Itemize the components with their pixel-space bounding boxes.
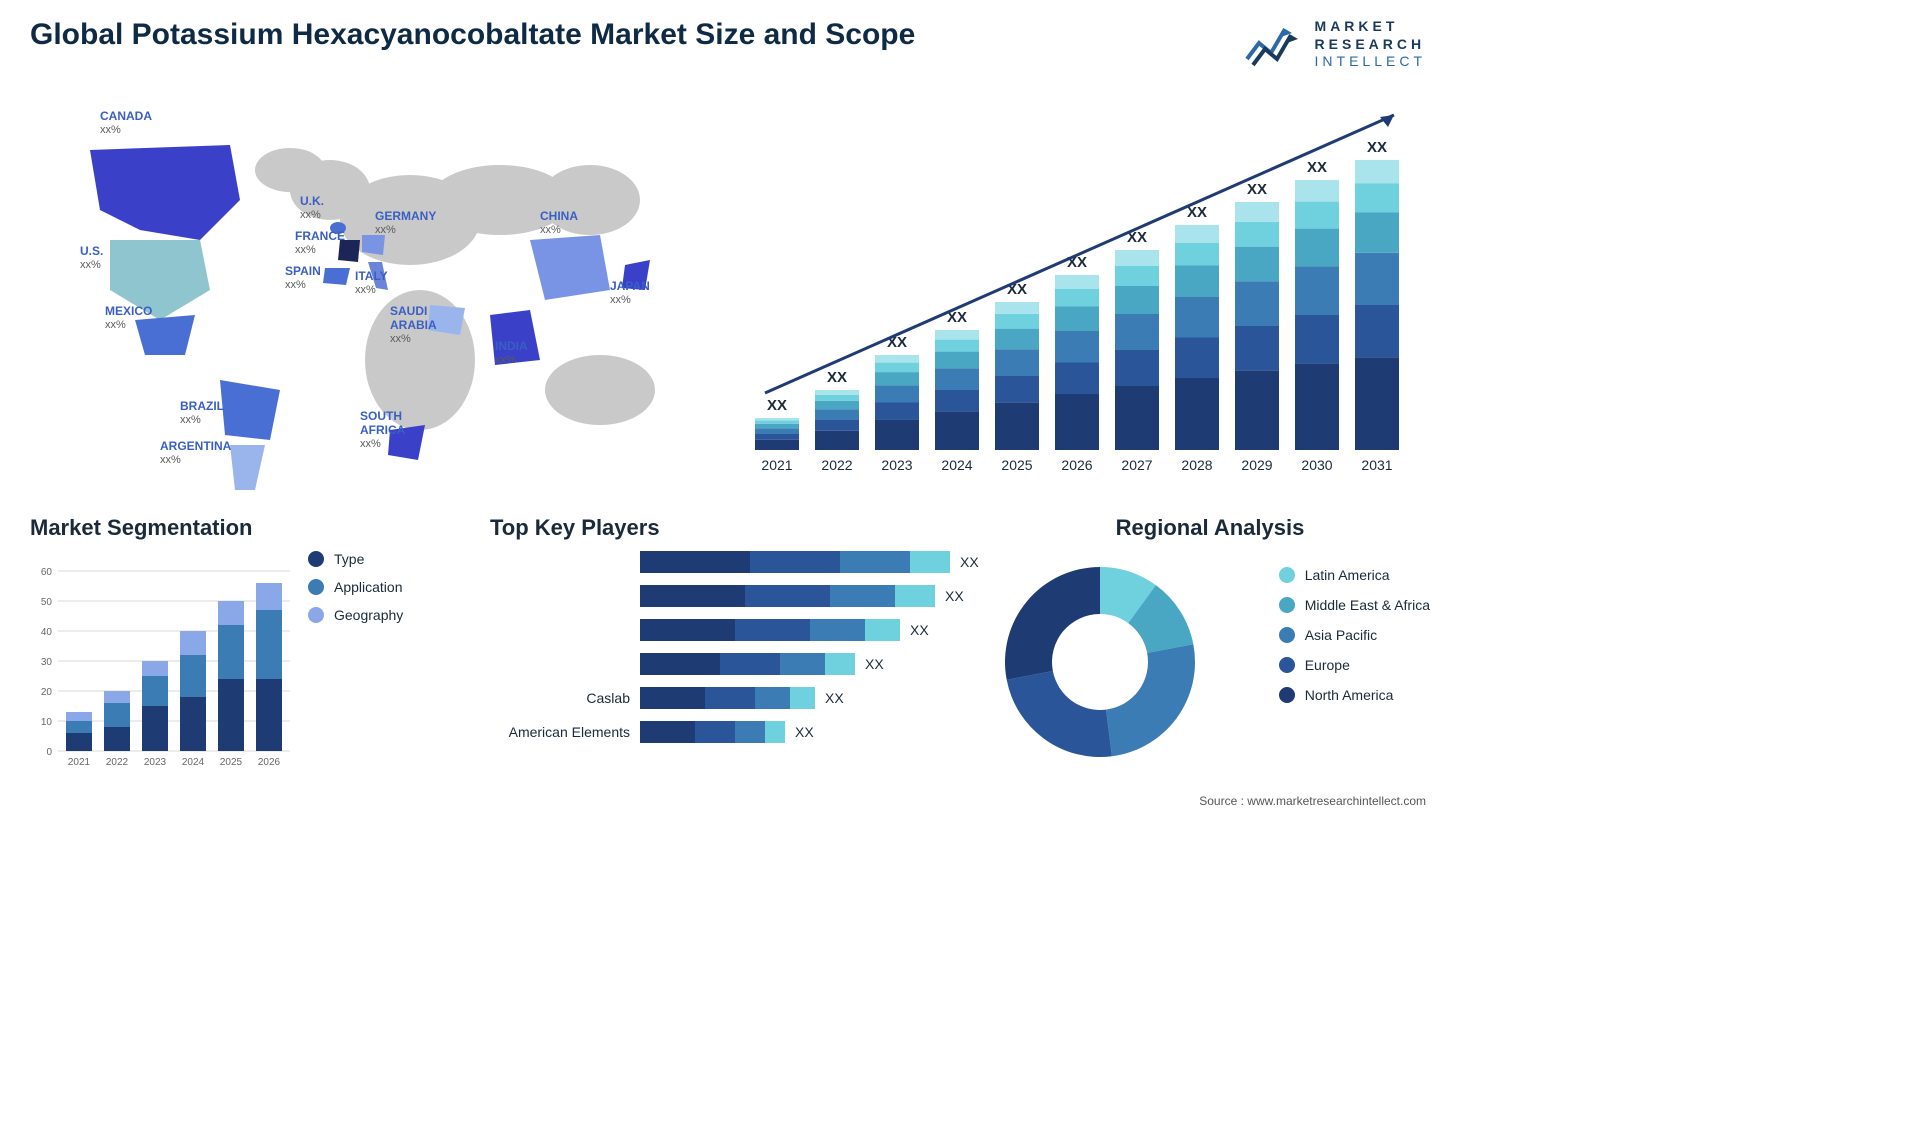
- legend-item: Middle East & Africa: [1279, 597, 1430, 613]
- svg-text:2022: 2022: [106, 757, 129, 768]
- segmentation-legend: Type Application Geography: [308, 551, 403, 771]
- svg-text:0: 0: [46, 747, 52, 758]
- map-label: U.K.xx%: [300, 195, 324, 221]
- logo: MARKET RESEARCH INTELLECT: [1245, 18, 1426, 71]
- source-text: Source : www.marketresearchintellect.com: [1199, 794, 1426, 808]
- svg-text:2026: 2026: [258, 757, 281, 768]
- map-label: U.S.xx%: [80, 245, 103, 271]
- country-germany: [362, 235, 385, 255]
- map-label: FRANCExx%: [295, 230, 345, 256]
- svg-text:XX: XX: [827, 369, 847, 386]
- svg-text:2029: 2029: [1241, 457, 1272, 473]
- svg-text:XX: XX: [1307, 159, 1327, 176]
- country-china: [530, 235, 610, 300]
- key-players-section: Top Key Players XX XX XX XX CaslabXX American…: [490, 515, 970, 785]
- legend-item: Geography: [308, 607, 403, 623]
- map-label: GERMANYxx%: [375, 210, 436, 236]
- country-spain: [323, 268, 350, 285]
- country-brazil: [220, 380, 280, 440]
- svg-text:XX: XX: [767, 397, 787, 414]
- map-label: CHINAxx%: [540, 210, 578, 236]
- svg-text:2025: 2025: [1001, 457, 1032, 473]
- key-player-row: XX: [490, 653, 970, 675]
- map-label: JAPANxx%: [610, 280, 650, 306]
- legend-item: Europe: [1279, 657, 1430, 673]
- key-player-row: XX: [490, 585, 970, 607]
- growth-chart: XX2021XX2022XX2023XX2024XX2025XX2026XX20…: [745, 90, 1425, 490]
- key-player-row: CaslabXX: [490, 687, 970, 709]
- regional-legend: Latin America Middle East & Africa Asia Pa…: [1279, 567, 1430, 703]
- svg-text:10: 10: [41, 717, 53, 728]
- svg-text:2021: 2021: [761, 457, 792, 473]
- svg-text:2021: 2021: [68, 757, 91, 768]
- regional-section: Regional Analysis Latin America Middle Ea…: [990, 515, 1430, 785]
- segmentation-title: Market Segmentation: [30, 515, 470, 541]
- legend-item: North America: [1279, 687, 1430, 703]
- legend-item: Asia Pacific: [1279, 627, 1430, 643]
- logo-icon: [1245, 19, 1305, 69]
- svg-text:50: 50: [41, 597, 53, 608]
- key-players-chart: XX XX XX XX CaslabXX American ElementsXX: [490, 551, 970, 743]
- svg-text:2031: 2031: [1361, 457, 1392, 473]
- legend-item: Latin America: [1279, 567, 1430, 583]
- map-label: ITALYxx%: [355, 270, 388, 296]
- map-label: MEXICOxx%: [105, 305, 152, 331]
- svg-text:30: 30: [41, 657, 53, 668]
- map-label: CANADAxx%: [100, 110, 152, 136]
- map-label: SAUDIARABIAxx%: [390, 305, 437, 345]
- svg-text:2030: 2030: [1301, 457, 1332, 473]
- logo-text: MARKET RESEARCH INTELLECT: [1315, 18, 1426, 71]
- growth-chart-svg: XX2021XX2022XX2023XX2024XX2025XX2026XX20…: [745, 90, 1425, 490]
- svg-text:2027: 2027: [1121, 457, 1152, 473]
- svg-text:2028: 2028: [1181, 457, 1212, 473]
- segmentation-chart: 0 10 20 30 40 50 60 2021 2022 2023 2024 2025 2026: [30, 551, 290, 771]
- svg-text:XX: XX: [1367, 139, 1387, 156]
- svg-text:2025: 2025: [220, 757, 243, 768]
- segmentation-section: Market Segmentation 0 10 20 30 40 50 60 2021 202…: [30, 515, 470, 785]
- svg-text:2026: 2026: [1061, 457, 1092, 473]
- world-map: CANADAxx% U.S.xx% MEXICOxx% BRAZILxx% ARGENT…: [30, 90, 710, 500]
- country-argentina: [230, 445, 265, 490]
- svg-text:2024: 2024: [941, 457, 972, 473]
- svg-text:40: 40: [41, 627, 53, 638]
- map-label: SOUTHAFRICAxx%: [360, 410, 405, 450]
- key-player-row: XX: [490, 619, 970, 641]
- key-player-row: American ElementsXX: [490, 721, 970, 743]
- map-label: INDIAxx%: [495, 340, 528, 366]
- map-label: SPAINxx%: [285, 265, 321, 291]
- svg-text:2022: 2022: [821, 457, 852, 473]
- page-title: Global Potassium Hexacyanocobaltate Mark…: [30, 18, 915, 52]
- map-label: BRAZILxx%: [180, 400, 224, 426]
- regional-title: Regional Analysis: [990, 515, 1430, 541]
- legend-item: Application: [308, 579, 403, 595]
- map-label: ARGENTINAxx%: [160, 440, 231, 466]
- legend-item: Type: [308, 551, 403, 567]
- svg-text:2023: 2023: [881, 457, 912, 473]
- regional-donut: [990, 557, 1220, 767]
- svg-text:60: 60: [41, 567, 53, 578]
- svg-text:XX: XX: [1247, 181, 1267, 198]
- svg-text:2023: 2023: [144, 757, 167, 768]
- svg-text:20: 20: [41, 687, 53, 698]
- svg-text:2024: 2024: [182, 757, 205, 768]
- key-player-row: XX: [490, 551, 970, 573]
- country-canada: [90, 145, 240, 240]
- key-players-title: Top Key Players: [490, 515, 970, 541]
